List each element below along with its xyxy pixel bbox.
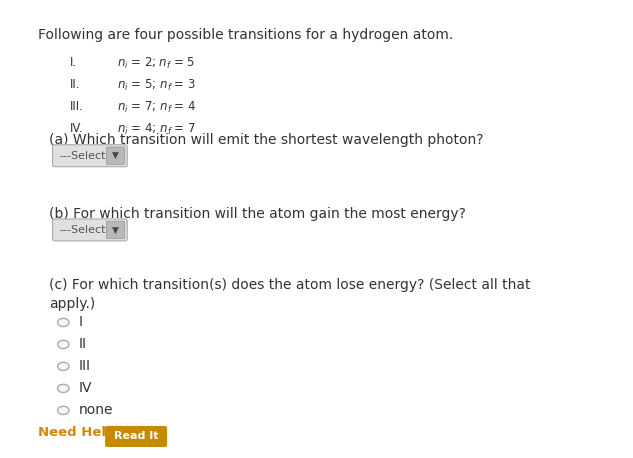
- FancyBboxPatch shape: [105, 426, 167, 447]
- Text: $n_i$ = 4; $n_f$ = 7: $n_i$ = 4; $n_f$ = 7: [117, 122, 196, 137]
- Text: Following are four possible transitions for a hydrogen atom.: Following are four possible transitions …: [38, 28, 453, 43]
- Text: ---Select---: ---Select---: [60, 151, 118, 161]
- Text: none: none: [79, 403, 114, 417]
- Text: ---Select---: ---Select---: [60, 225, 118, 235]
- Text: III: III: [79, 360, 91, 373]
- FancyBboxPatch shape: [106, 221, 125, 239]
- Text: II.: II.: [70, 78, 80, 91]
- FancyBboxPatch shape: [53, 145, 127, 167]
- Text: (a) Which transition will emit the shortest wavelength photon?: (a) Which transition will emit the short…: [49, 133, 484, 147]
- Text: I: I: [79, 316, 83, 329]
- Text: $n_i$ = 2; $n_f$ = 5: $n_i$ = 2; $n_f$ = 5: [117, 56, 196, 71]
- Text: Need Help?: Need Help?: [38, 426, 123, 439]
- Text: IV.: IV.: [70, 122, 84, 135]
- Text: (c) For which transition(s) does the atom lose energy? (Select all that: (c) For which transition(s) does the ato…: [49, 278, 531, 293]
- Text: III.: III.: [70, 100, 84, 113]
- Text: $n_i$ = 5; $n_f$ = 3: $n_i$ = 5; $n_f$ = 3: [117, 78, 196, 93]
- Text: (b) For which transition will the atom gain the most energy?: (b) For which transition will the atom g…: [49, 207, 467, 221]
- Circle shape: [58, 384, 69, 393]
- Text: $n_i$ = 7; $n_f$ = 4: $n_i$ = 7; $n_f$ = 4: [117, 100, 196, 115]
- Text: apply.): apply.): [49, 297, 96, 311]
- Text: Read It: Read It: [114, 431, 158, 442]
- Text: I.: I.: [70, 56, 77, 69]
- Text: ▼: ▼: [112, 225, 119, 234]
- Circle shape: [58, 340, 69, 349]
- Text: IV: IV: [79, 382, 92, 395]
- FancyBboxPatch shape: [106, 147, 125, 164]
- Circle shape: [58, 362, 69, 371]
- FancyBboxPatch shape: [53, 219, 127, 241]
- Text: II: II: [79, 338, 87, 351]
- Circle shape: [58, 318, 69, 327]
- Text: ▼: ▼: [112, 151, 119, 160]
- Circle shape: [58, 406, 69, 414]
